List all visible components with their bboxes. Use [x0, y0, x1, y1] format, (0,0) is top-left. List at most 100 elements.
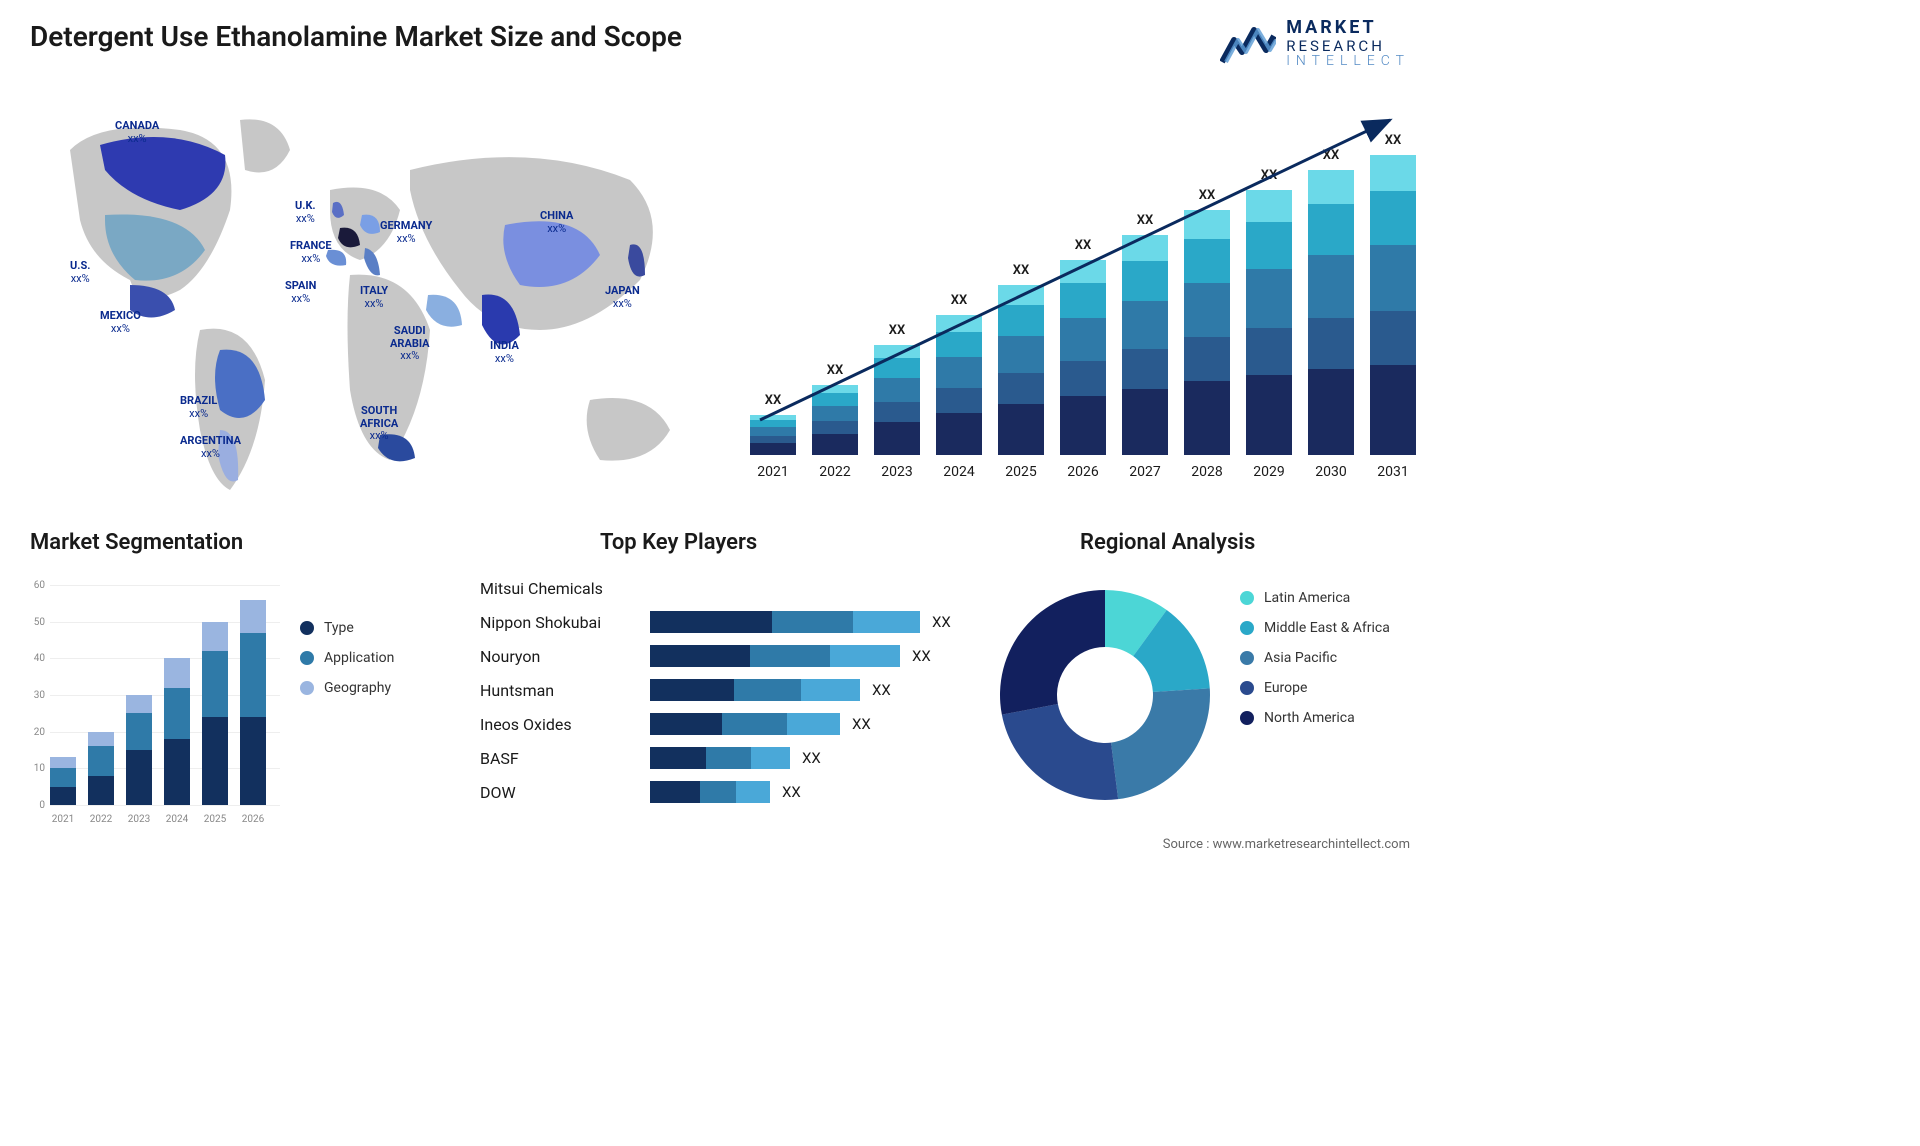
seg-ytick-60: 60	[20, 580, 45, 591]
seg-ytick-0: 0	[20, 800, 45, 811]
seg-ytick-50: 50	[20, 617, 45, 628]
donut-slice-asia-pacific	[1111, 688, 1210, 799]
growth-bar-2029: XX	[1246, 190, 1292, 455]
growth-value-2027: XX	[1122, 213, 1168, 228]
growth-bar-2023: XX	[874, 345, 920, 455]
seg-xlabel-2022: 2022	[88, 814, 114, 825]
map-label-saudi-arabia: SAUDIARABIAxx%	[390, 325, 430, 363]
map-label-mexico: MEXICOxx%	[100, 310, 141, 335]
source-attribution: Source : www.marketresearchintellect.com	[1163, 837, 1410, 852]
growth-value-2031: XX	[1370, 133, 1416, 148]
growth-value-2021: XX	[750, 393, 796, 408]
player-row-dow: DOWXX	[480, 779, 970, 805]
growth-xlabel-2028: 2028	[1184, 464, 1230, 480]
growth-bar-2031: XX	[1370, 155, 1416, 455]
growth-xlabel-2024: 2024	[936, 464, 982, 480]
page-title: Detergent Use Ethanolamine Market Size a…	[30, 20, 682, 53]
growth-bar-2021: XX	[750, 415, 796, 455]
seg-xlabel-2025: 2025	[202, 814, 228, 825]
country-saudi-arabia	[426, 295, 462, 327]
donut-slice-europe	[1002, 704, 1118, 800]
donut-slice-north-america	[1000, 590, 1105, 715]
growth-value-2022: XX	[812, 363, 858, 378]
growth-bar-2028: XX	[1184, 210, 1230, 455]
player-row-basf: BASFXX	[480, 745, 970, 771]
region-legend-middle-east-africa: Middle East & Africa	[1240, 620, 1410, 636]
region-legend-europe: Europe	[1240, 680, 1410, 696]
player-row-nippon-shokubai: Nippon ShokubaiXX	[480, 609, 970, 635]
map-label-u.k.: U.K.xx%	[295, 200, 316, 225]
growth-value-2030: XX	[1308, 148, 1354, 163]
seg-legend-application: Application	[300, 650, 440, 666]
growth-bar-2027: XX	[1122, 235, 1168, 455]
segmentation-chart: 0 10 20 30 40 50 60 2021 2022 2023 2024 2025 2026 T…	[20, 560, 440, 830]
seg-bar-2024	[164, 658, 190, 805]
growth-value-2024: XX	[936, 293, 982, 308]
seg-xlabel-2021: 2021	[50, 814, 76, 825]
seg-bar-2025	[202, 622, 228, 805]
seg-xlabel-2024: 2024	[164, 814, 190, 825]
map-label-argentina: ARGENTINAxx%	[180, 435, 241, 460]
map-label-canada: CANADAxx%	[115, 120, 159, 145]
map-label-south-africa: SOUTHAFRICAxx%	[360, 405, 398, 443]
growth-xlabel-2027: 2027	[1122, 464, 1168, 480]
country-italy	[364, 248, 380, 275]
growth-xlabel-2025: 2025	[998, 464, 1044, 480]
growth-xlabel-2022: 2022	[812, 464, 858, 480]
seg-bar-2021	[50, 757, 76, 805]
growth-bar-2022: XX	[812, 385, 858, 455]
seg-bar-2022	[88, 732, 114, 805]
brand-logo: MARKET RESEARCH INTELLECT	[1220, 18, 1410, 70]
growth-xlabel-2029: 2029	[1246, 464, 1292, 480]
donut-svg	[990, 580, 1220, 810]
growth-value-2023: XX	[874, 323, 920, 338]
growth-xlabel-2026: 2026	[1060, 464, 1106, 480]
player-row-mitsui-chemicals: Mitsui Chemicals	[480, 575, 970, 601]
map-label-u.s.: U.S.xx%	[70, 260, 90, 285]
growth-value-2028: XX	[1184, 188, 1230, 203]
seg-legend-type: Type	[300, 620, 440, 636]
seg-xlabel-2026: 2026	[240, 814, 266, 825]
seg-ytick-40: 40	[20, 653, 45, 664]
world-map: CANADAxx% U.S.xx% MEXICOxx% BRAZILxx% ARGENT…	[30, 100, 710, 500]
growth-xlabel-2030: 2030	[1308, 464, 1354, 480]
seg-ytick-30: 30	[20, 690, 45, 701]
growth-bar-2026: XX	[1060, 260, 1106, 455]
map-label-italy: ITALYxx%	[360, 285, 388, 310]
growth-value-2029: XX	[1246, 168, 1292, 183]
map-label-france: FRANCExx%	[290, 240, 332, 265]
growth-value-2025: XX	[998, 263, 1044, 278]
map-label-india: INDIAxx%	[490, 340, 519, 365]
segmentation-title: Market Segmentation	[30, 530, 243, 555]
map-label-spain: SPAINxx%	[285, 280, 316, 305]
region-legend-latin-america: Latin America	[1240, 590, 1410, 606]
growth-bar-2025: XX	[998, 285, 1044, 455]
regional-legend: Latin America Middle East & Africa Asia Pa…	[1240, 590, 1410, 740]
logo-line2: RESEARCH	[1286, 38, 1410, 55]
seg-bar-2023	[126, 695, 152, 805]
region-legend-asia-pacific: Asia Pacific	[1240, 650, 1410, 666]
growth-xlabel-2021: 2021	[750, 464, 796, 480]
seg-ytick-20: 20	[20, 727, 45, 738]
map-label-brazil: BRAZILxx%	[180, 395, 217, 420]
seg-bar-2026	[240, 600, 266, 805]
growth-xlabel-2023: 2023	[874, 464, 920, 480]
map-label-japan: JAPANxx%	[605, 285, 640, 310]
map-label-china: CHINAxx%	[540, 210, 573, 235]
player-row-ineos-oxides: Ineos OxidesXX	[480, 711, 970, 737]
players-chart: Mitsui Chemicals Nippon ShokubaiXX Nouryon…	[480, 540, 970, 840]
logo-line1: MARKET	[1286, 18, 1410, 38]
logo-icon	[1220, 22, 1276, 66]
seg-ytick-10: 10	[20, 763, 45, 774]
regional-chart: Latin America Middle East & Africa Asia Pa…	[990, 540, 1410, 840]
seg-legend-geography: Geography	[300, 680, 440, 696]
logo-line3: INTELLECT	[1286, 54, 1410, 69]
growth-bar-2030: XX	[1308, 170, 1354, 455]
region-legend-north-america: North America	[1240, 710, 1410, 726]
seg-xlabel-2023: 2023	[126, 814, 152, 825]
player-row-huntsman: HuntsmanXX	[480, 677, 970, 703]
map-label-germany: GERMANYxx%	[380, 220, 432, 245]
player-row-nouryon: NouryonXX	[480, 643, 970, 669]
growth-bar-2024: XX	[936, 315, 982, 455]
growth-chart: XXXXXXXXXXXXXXXXXXXXXX 20212022202320242…	[730, 100, 1410, 480]
